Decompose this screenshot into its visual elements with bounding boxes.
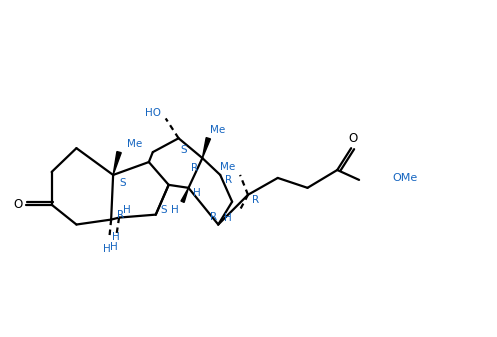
- Text: H: H: [192, 188, 200, 198]
- Text: H: H: [171, 205, 178, 215]
- Text: Me: Me: [127, 139, 142, 149]
- Text: R: R: [210, 212, 217, 222]
- Text: HO: HO: [145, 109, 161, 119]
- Polygon shape: [202, 137, 210, 158]
- Text: S: S: [161, 205, 167, 215]
- Text: H: H: [123, 205, 131, 215]
- Text: Me: Me: [220, 162, 235, 172]
- Text: R: R: [252, 195, 259, 205]
- Text: H: H: [110, 242, 118, 252]
- Text: H: H: [112, 233, 120, 242]
- Text: H: H: [224, 213, 232, 223]
- Text: Me: Me: [210, 125, 226, 135]
- Text: R: R: [117, 210, 125, 220]
- Text: R: R: [225, 175, 232, 185]
- Polygon shape: [181, 188, 188, 203]
- Text: S: S: [120, 178, 126, 188]
- Text: O: O: [13, 198, 22, 211]
- Text: OMe: OMe: [393, 173, 418, 183]
- Text: S: S: [180, 145, 187, 155]
- Polygon shape: [113, 152, 121, 175]
- Text: R: R: [191, 163, 198, 173]
- Text: O: O: [348, 132, 358, 145]
- Text: H: H: [103, 244, 111, 254]
